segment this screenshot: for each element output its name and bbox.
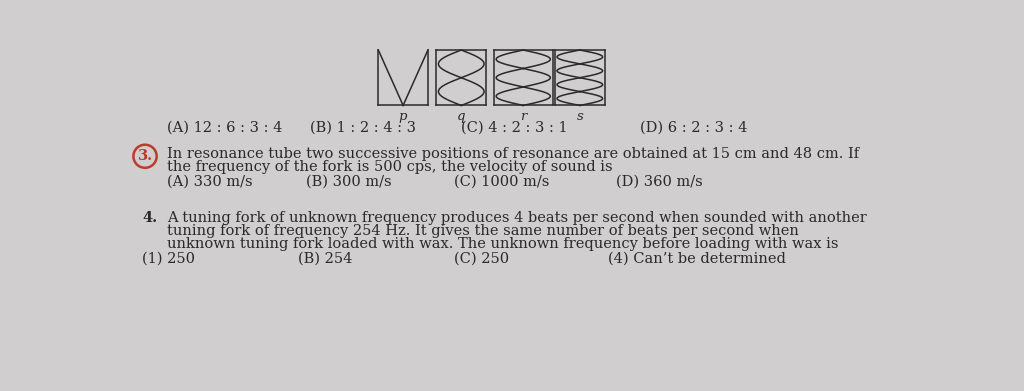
Text: s: s (577, 110, 584, 123)
Text: r: r (520, 110, 526, 123)
Text: tuning fork of frequency 254 Hz. It gives the same number of beats per second wh: tuning fork of frequency 254 Hz. It give… (167, 224, 799, 238)
Text: (B) 300 m/s: (B) 300 m/s (306, 175, 392, 189)
Text: 4.: 4. (142, 211, 157, 225)
Text: (A) 12 : 6 : 3 : 4: (A) 12 : 6 : 3 : 4 (167, 121, 283, 135)
Text: (D) 360 m/s: (D) 360 m/s (616, 175, 703, 189)
Text: unknown tuning fork loaded with wax. The unknown frequency before loading with w: unknown tuning fork loaded with wax. The… (167, 237, 839, 251)
Text: (C) 250: (C) 250 (454, 252, 509, 266)
Text: 3.: 3. (137, 149, 153, 163)
Text: the frequency of the fork is 500 cps, the velocity of sound is: the frequency of the fork is 500 cps, th… (167, 160, 612, 174)
Text: (C) 1000 m/s: (C) 1000 m/s (454, 175, 549, 189)
Text: (1) 250: (1) 250 (142, 252, 195, 266)
Text: In resonance tube two successive positions of resonance are obtained at 15 cm an: In resonance tube two successive positio… (167, 147, 859, 161)
Text: p: p (399, 110, 408, 123)
Text: (A) 330 m/s: (A) 330 m/s (167, 175, 252, 189)
Text: (B) 1 : 2 : 4 : 3: (B) 1 : 2 : 4 : 3 (310, 121, 416, 135)
Text: q: q (457, 110, 466, 123)
Text: (B) 254: (B) 254 (299, 252, 353, 266)
Text: (C) 4 : 2 : 3 : 1: (C) 4 : 2 : 3 : 1 (461, 121, 568, 135)
Text: (D) 6 : 2 : 3 : 4: (D) 6 : 2 : 3 : 4 (640, 121, 746, 135)
Text: A tuning fork of unknown frequency produces 4 beats per second when sounded with: A tuning fork of unknown frequency produ… (167, 211, 866, 225)
Text: (4) Can’t be determined: (4) Can’t be determined (608, 252, 786, 266)
